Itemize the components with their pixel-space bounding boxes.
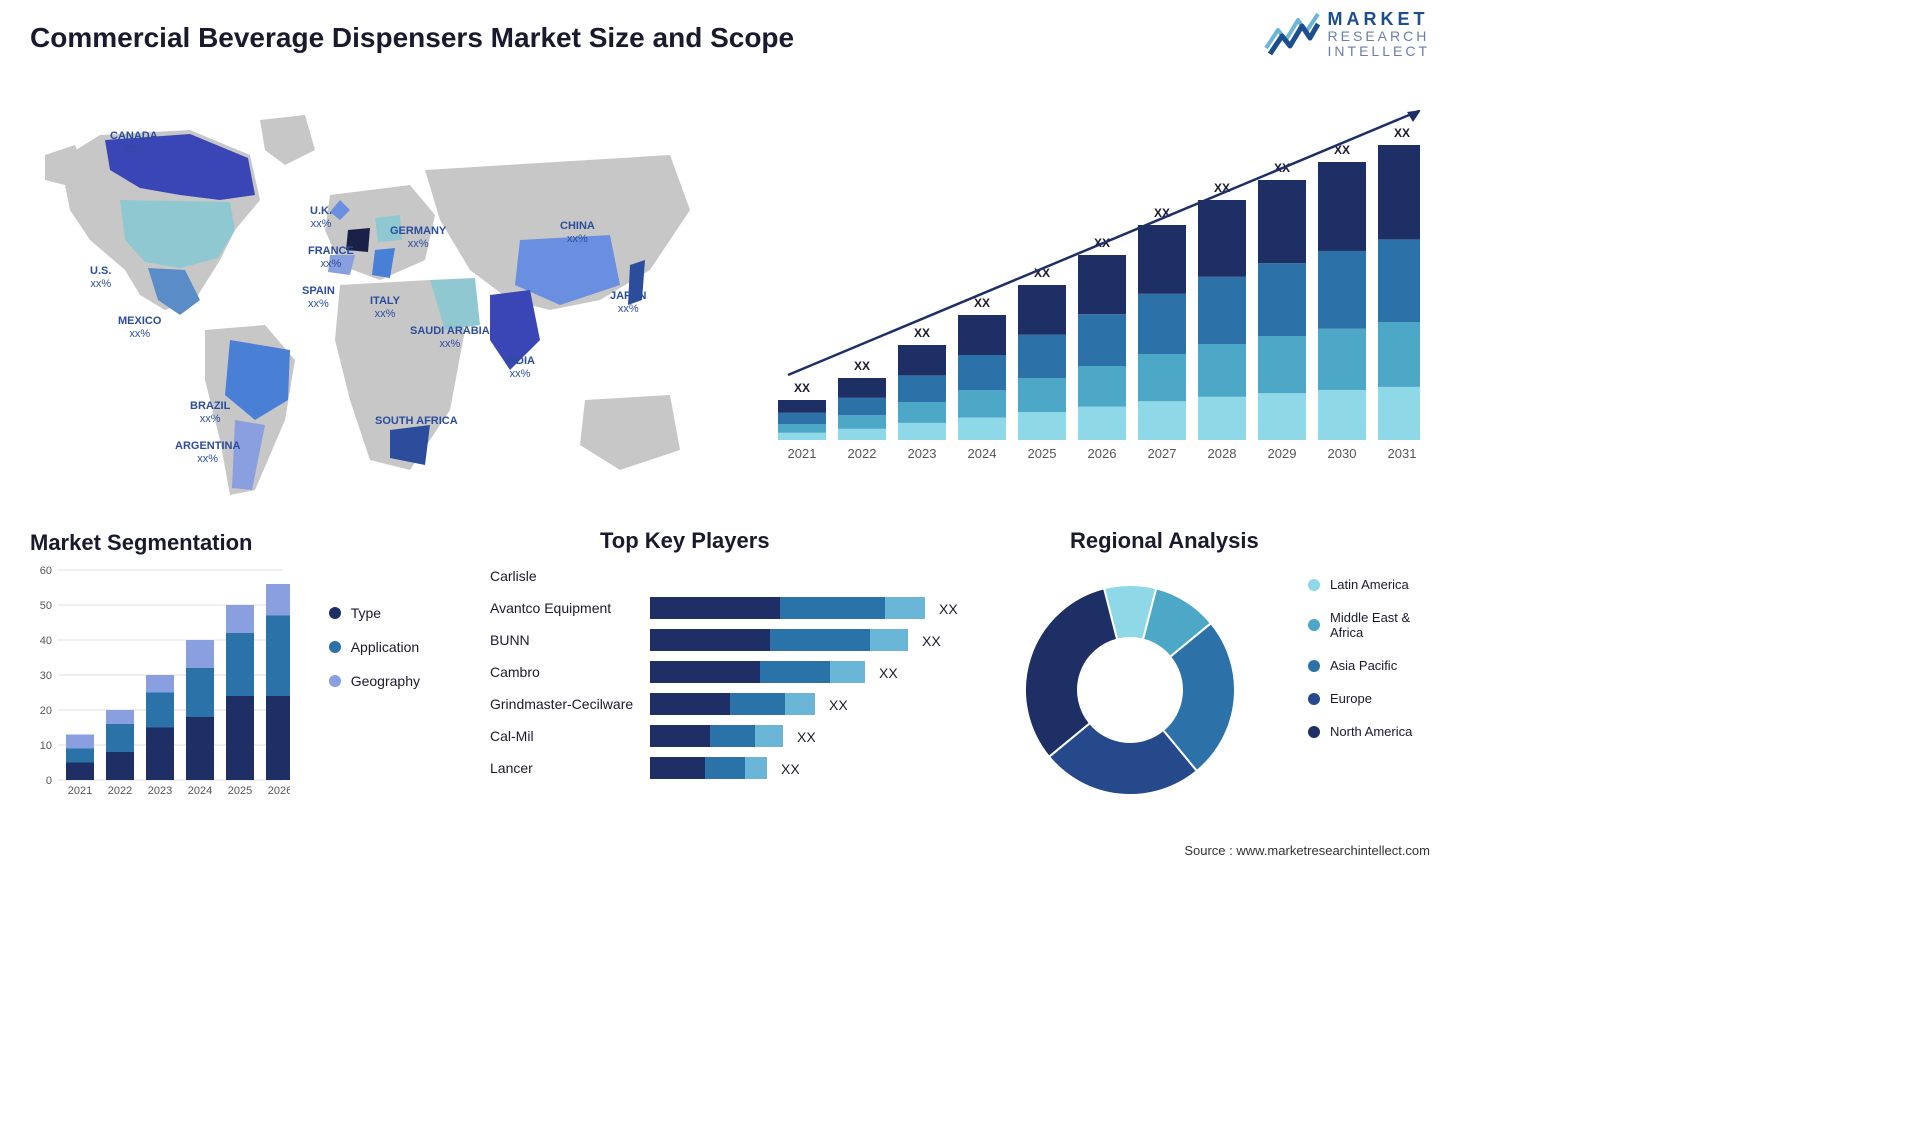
svg-text:XX: XX	[879, 665, 898, 681]
svg-text:XX: XX	[939, 601, 958, 617]
map-label: INDIAxx%	[505, 355, 535, 381]
brand-logo: MARKET RESEARCH INTELLECT	[1264, 10, 1430, 58]
svg-text:Cal-Mil: Cal-Mil	[490, 728, 534, 744]
logo-line1: MARKET	[1328, 10, 1430, 29]
svg-text:XX: XX	[922, 633, 941, 649]
svg-text:2024: 2024	[188, 785, 212, 797]
legend-item: Latin America	[1308, 577, 1440, 592]
svg-text:0: 0	[46, 775, 52, 787]
svg-text:2025: 2025	[1028, 446, 1057, 461]
map-label: BRAZILxx%	[190, 400, 230, 426]
svg-text:XX: XX	[797, 729, 816, 745]
segmentation-legend: Type Application Geography	[329, 605, 420, 689]
map-label: CANADAxx%	[110, 130, 158, 156]
svg-text:XX: XX	[854, 359, 870, 373]
svg-text:Cambro: Cambro	[490, 664, 540, 680]
svg-text:2024: 2024	[968, 446, 997, 461]
svg-text:2030: 2030	[1328, 446, 1357, 461]
legend-item: Geography	[329, 673, 420, 689]
svg-text:2029: 2029	[1268, 446, 1297, 461]
svg-text:2022: 2022	[108, 785, 132, 797]
logo-icon	[1264, 10, 1320, 58]
svg-text:Avantco Equipment: Avantco Equipment	[490, 600, 611, 616]
svg-text:Grindmaster-Cecilware: Grindmaster-Cecilware	[490, 696, 633, 712]
legend-item: Application	[329, 639, 420, 655]
legend-item: Middle East & Africa	[1308, 610, 1440, 640]
world-map: CANADAxx% U.S.xx% MEXICOxx% BRAZILxx% ARGENT…	[30, 100, 710, 500]
regional-chart: Latin America Middle East & Africa Asia Pa…	[1010, 555, 1440, 855]
svg-text:XX: XX	[781, 761, 800, 777]
source-attribution: Source : www.marketresearchintellect.com	[1184, 843, 1430, 858]
players-chart: Carlisle Avantco Equipment XX BUNN XX Cambro X…	[490, 555, 960, 855]
svg-text:XX: XX	[829, 697, 848, 713]
svg-text:2028: 2028	[1208, 446, 1237, 461]
segmentation-heading: Market Segmentation	[30, 530, 253, 556]
legend-item: Type	[329, 605, 420, 621]
svg-text:2023: 2023	[908, 446, 937, 461]
map-label: SPAINxx%	[302, 285, 335, 311]
legend-item: Asia Pacific	[1308, 658, 1440, 673]
players-heading: Top Key Players	[600, 528, 770, 554]
map-label: ITALYxx%	[370, 295, 400, 321]
svg-text:2027: 2027	[1148, 446, 1177, 461]
svg-text:30: 30	[40, 670, 52, 682]
regional-legend: Latin America Middle East & Africa Asia Pa…	[1308, 577, 1440, 739]
svg-text:2021: 2021	[788, 446, 817, 461]
svg-text:XX: XX	[914, 326, 930, 340]
svg-text:2031: 2031	[1388, 446, 1417, 461]
map-label: CHINAxx%	[560, 220, 595, 246]
svg-text:60: 60	[40, 565, 52, 577]
map-label: GERMANYxx%	[390, 225, 446, 251]
map-label: SOUTH AFRICAxx%	[375, 415, 458, 441]
svg-text:Lancer: Lancer	[490, 760, 533, 776]
map-label: ARGENTINAxx%	[175, 440, 240, 466]
map-label: U.K.xx%	[310, 205, 332, 231]
svg-text:50: 50	[40, 600, 52, 612]
svg-text:BUNN: BUNN	[490, 632, 530, 648]
svg-text:2025: 2025	[228, 785, 252, 797]
segmentation-chart: 0 10 20 30 40 50 60 2021 2022 2023 2024 2025 2026 Ty…	[30, 560, 420, 840]
svg-text:2026: 2026	[268, 785, 290, 797]
svg-text:XX: XX	[794, 381, 810, 395]
svg-text:2026: 2026	[1088, 446, 1117, 461]
svg-text:2023: 2023	[148, 785, 172, 797]
legend-item: North America	[1308, 724, 1440, 739]
page-title: Commercial Beverage Dispensers Market Si…	[30, 22, 794, 54]
svg-text:20: 20	[40, 705, 52, 717]
svg-text:2022: 2022	[848, 446, 877, 461]
map-label: FRANCExx%	[308, 245, 354, 271]
main-growth-chart: XX2021XX2022XX2023XX2024XX2025XX2026XX20…	[760, 110, 1420, 470]
svg-text:XX: XX	[1394, 126, 1410, 140]
map-label: MEXICOxx%	[118, 315, 161, 341]
legend-item: Europe	[1308, 691, 1440, 706]
svg-text:XX: XX	[974, 296, 990, 310]
map-label: U.S.xx%	[90, 265, 111, 291]
svg-text:10: 10	[40, 740, 52, 752]
map-label: SAUDI ARABIAxx%	[410, 325, 490, 351]
svg-text:40: 40	[40, 635, 52, 647]
svg-text:Carlisle: Carlisle	[490, 568, 537, 584]
svg-text:2021: 2021	[68, 785, 92, 797]
logo-line2: RESEARCH	[1328, 29, 1430, 44]
logo-line3: INTELLECT	[1328, 44, 1430, 59]
map-label: JAPANxx%	[610, 290, 646, 316]
regional-heading: Regional Analysis	[1070, 528, 1259, 554]
